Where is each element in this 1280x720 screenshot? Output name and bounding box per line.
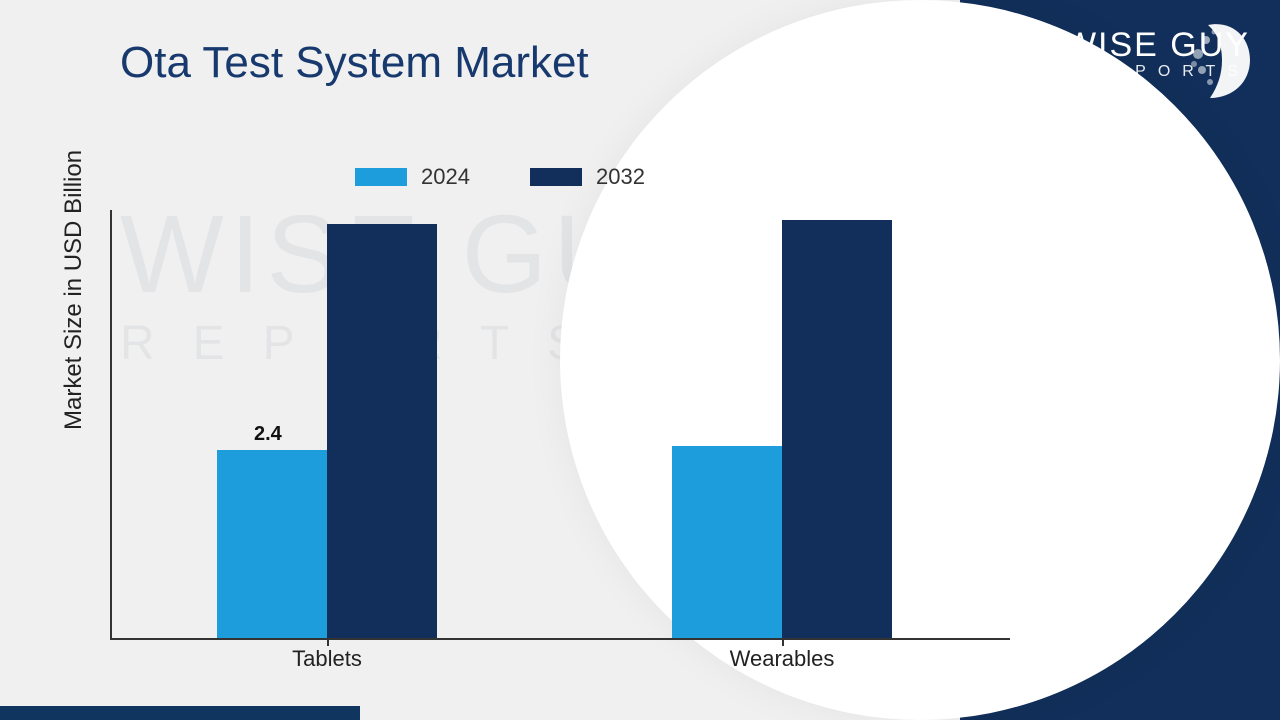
x-category-label: Tablets: [217, 646, 437, 672]
x-tick: [782, 638, 784, 646]
legend-item-2032: 2032: [530, 164, 645, 190]
bar-tablets-2024: [217, 450, 327, 638]
chart-canvas: WISE GUY REPORTS WISE GUY REPORTS Ota Te…: [0, 0, 1280, 720]
bar-tablets-2032: [327, 224, 437, 638]
brand-logo-line2: REPORTS: [1064, 64, 1250, 80]
plot-area: 2.4Tablets Wearables: [110, 210, 1010, 640]
bar-value-label: 2.4: [254, 423, 282, 446]
brand-logo-line1: WISE GUY: [1064, 28, 1250, 62]
legend-swatch-2032: [530, 168, 582, 186]
bar-wearables-2032: [782, 220, 892, 638]
legend-label-2032: 2032: [596, 164, 645, 190]
legend: 2024 2032: [0, 164, 1000, 190]
brand-logo-text: WISE GUY REPORTS: [1064, 28, 1250, 80]
x-category-label: Wearables: [672, 646, 892, 672]
bar-group-tablets: 2.4Tablets: [217, 224, 437, 638]
chart-title: Ota Test System Market: [120, 38, 589, 88]
footer-accent-bar: [0, 706, 360, 720]
x-tick: [327, 638, 329, 646]
legend-swatch-2024: [355, 168, 407, 186]
bar-group-wearables: Wearables: [672, 220, 892, 638]
legend-item-2024: 2024: [355, 164, 470, 190]
legend-label-2024: 2024: [421, 164, 470, 190]
y-axis-label: Market Size in USD Billion: [60, 150, 88, 430]
bar-wearables-2024: [672, 446, 782, 638]
